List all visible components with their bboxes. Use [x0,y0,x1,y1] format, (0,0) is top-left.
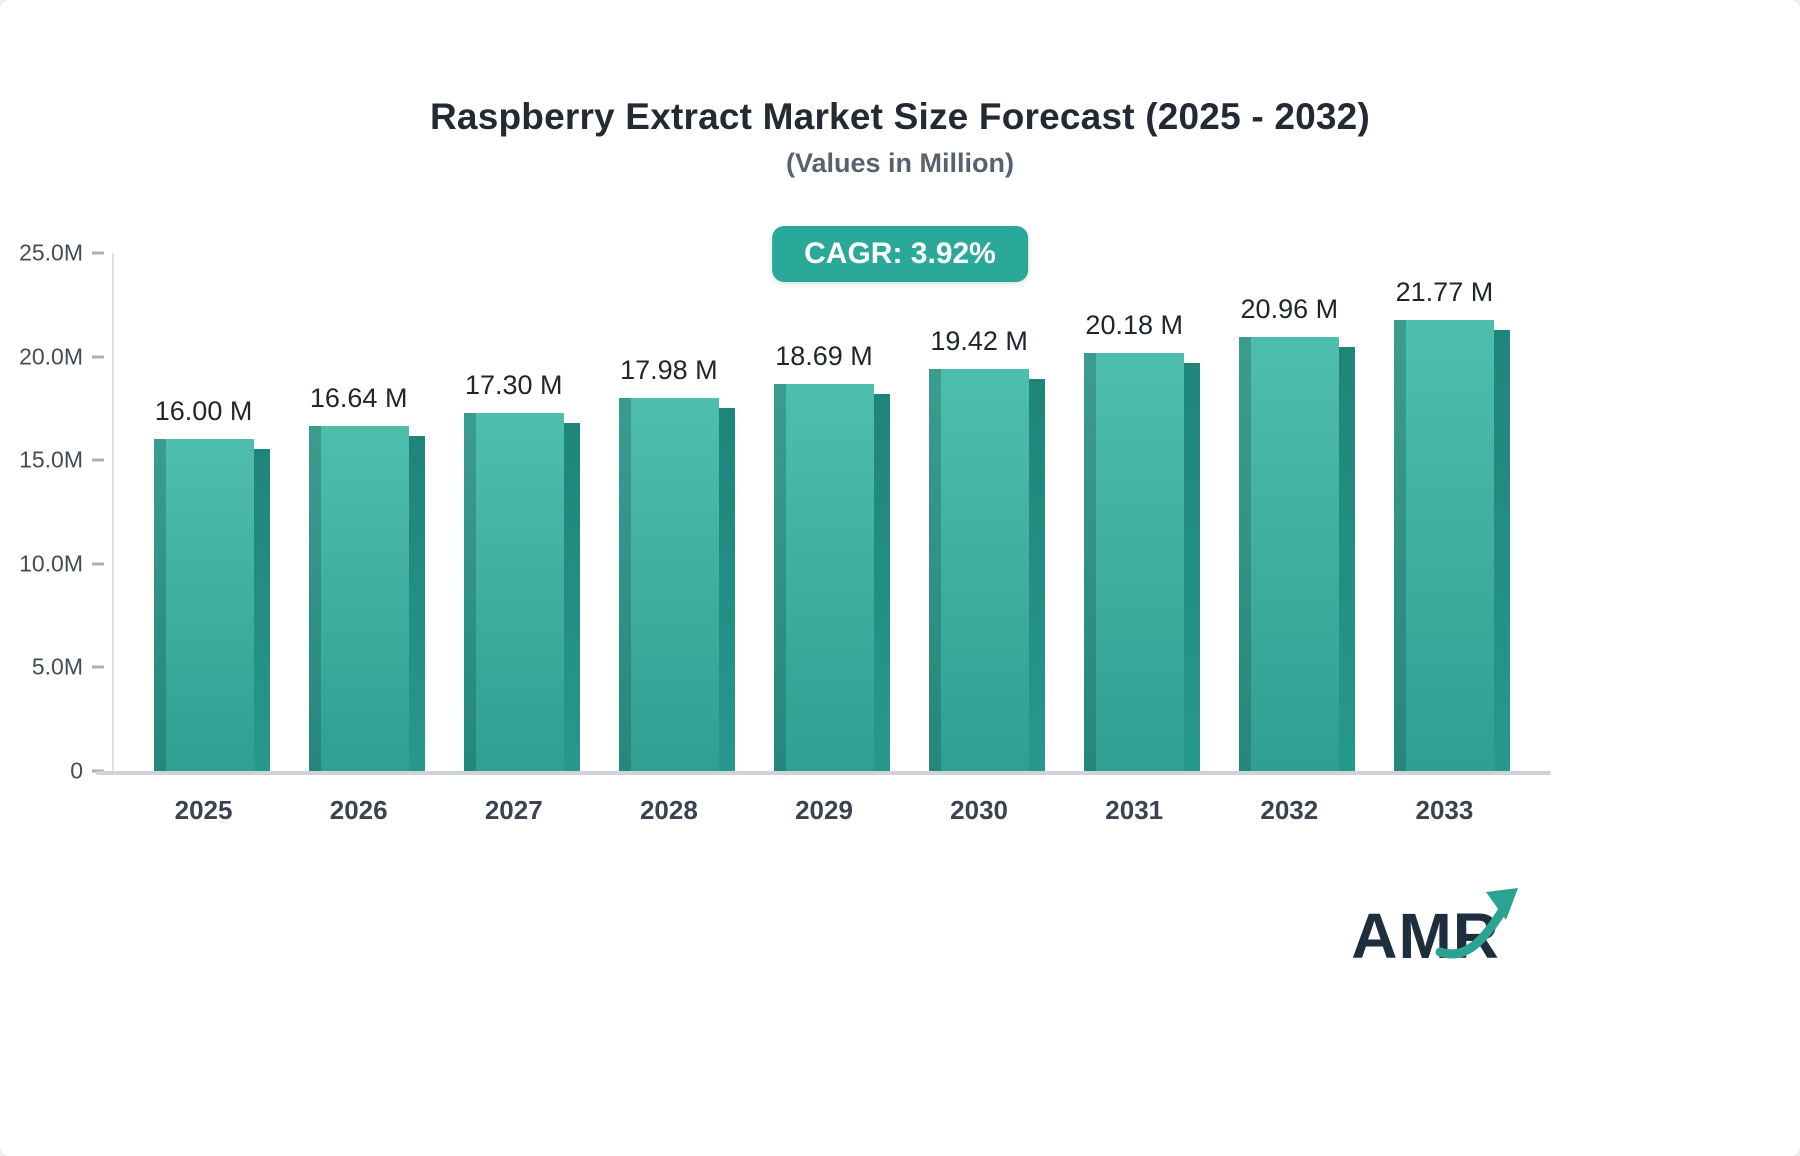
y-tick-mark [92,665,104,669]
x-axis-label: 2033 [1415,795,1474,825]
y-tick-label: 10.0M [19,550,83,577]
bar-group: 21.77 M [1367,253,1522,772]
x-axis-labels: 2025 2026 2027 2028 2029 2030 2031 2032 2033 [114,795,1534,826]
cagr-badge: CAGR: 3.92% [772,226,1028,282]
amr-logo-text: AMR [1351,900,1500,972]
bar-group: 19.42 M [902,253,1057,772]
chart-title: Raspberry Extract Market Size Forecast (… [430,96,1370,137]
bar-group: 16.64 M [281,253,436,771]
y-tick-label: 5.0M [31,653,83,680]
y-tick-mark [92,355,104,359]
bar-group: 18.69 M [746,253,901,772]
bar-value-label: 20.18 M [1085,309,1183,340]
bar-2027[interactable]: 17.30 M [463,370,580,772]
y-tick: 10.0M [19,550,104,577]
y-tick: 20.0M [19,343,104,370]
chart-subtitle: (Values in Million) [785,148,1015,178]
y-tick-mark [92,458,104,462]
x-axis-label: 2025 [174,795,233,825]
y-tick-label: 20.0M [19,343,83,370]
bar-group: 17.30 M [436,253,591,772]
y-axis: 0 5.0M 10.0M 15.0M 20.0M 25.0M [0,240,104,784]
y-axis-line [112,253,114,773]
x-axis-label: 2030 [950,795,1009,825]
bar-chart: 0 5.0M 10.0M 15.0M 20.0M 25.0M 16.00 M 16.64 M… [0,240,1580,873]
amr-logo: AMR [1351,888,1518,968]
bar-2028[interactable]: 17.98 M [618,355,735,771]
y-tick: 5.0M [32,654,104,681]
x-axis-label: 2032 [1260,795,1319,825]
x-axis-label: 2028 [639,795,698,825]
bar-value-label: 16.64 M [309,383,408,414]
bar-value-label: 17.98 M [620,355,718,386]
bar-value-label: 20.96 M [1240,293,1339,324]
x-axis-line [96,771,1551,775]
bar-2029[interactable]: 18.69 M [773,341,890,772]
y-tick-mark [92,251,104,255]
x-axis-label: 2029 [795,795,853,825]
bar-group: 17.98 M [591,253,746,771]
y-tick-mark [92,562,104,566]
bar-2031[interactable]: 20.18 M [1084,310,1201,772]
bar-value-label: 16.00 M [154,396,253,427]
bar-2026[interactable]: 16.64 M [308,383,425,771]
y-tick-label: 15.0M [19,446,83,473]
bar-value-label: 18.69 M [775,340,873,371]
bar-group: 16.00 M [126,253,281,771]
bar-2030[interactable]: 19.42 M [929,326,1046,772]
bar-2032[interactable]: 20.96 M [1239,294,1356,772]
y-tick-label: 0 [70,757,83,784]
y-tick: 25.0M [19,240,104,267]
bar-2025[interactable]: 16.00 M [153,396,270,771]
x-axis-label: 2031 [1105,795,1164,825]
plot-area: 16.00 M 16.64 M 17.30 M 17.98 M 18.69 M 19.42… [114,253,1534,772]
bar-value-label: 19.42 M [930,325,1028,356]
bar-group: 20.96 M [1212,253,1367,772]
bar-value-label: 21.77 M [1395,276,1494,307]
bar-group: 20.18 M [1057,253,1212,772]
y-tick: 15.0M [19,447,104,474]
bar-2033[interactable]: 21.77 M [1394,277,1511,772]
x-axis-label: 2027 [484,795,543,825]
x-axis-label: 2026 [329,795,388,825]
bar-value-label: 17.30 M [464,369,563,400]
y-tick-label: 25.0M [19,239,83,266]
growth-arrow-icon [1435,888,1518,959]
